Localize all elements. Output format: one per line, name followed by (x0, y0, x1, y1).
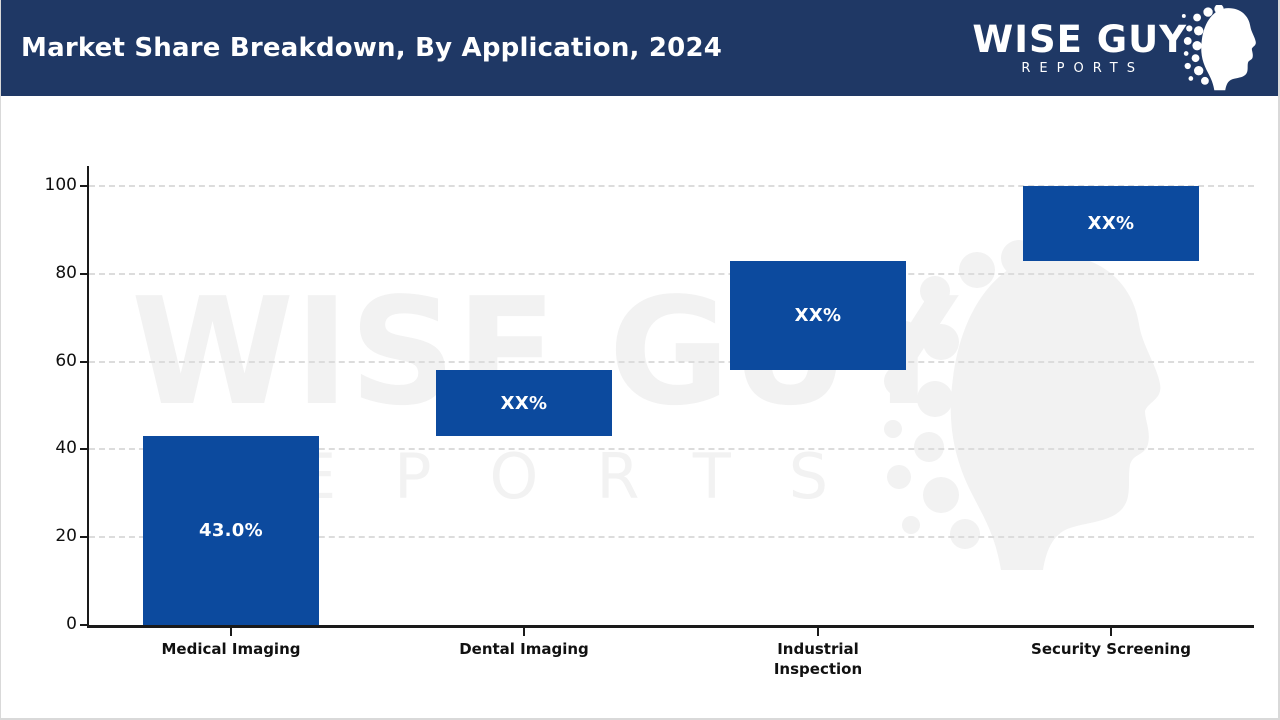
logo-wordmark-line1: WISE GUY (972, 18, 1187, 61)
header-bar: Market Share Breakdown, By Application, … (1, 0, 1278, 96)
x-tick-mark (817, 628, 819, 636)
gridline (89, 360, 1254, 363)
x-tick-label: Industrial Inspection (773, 640, 863, 679)
y-tick-mark (80, 448, 89, 451)
y-tick-mark (80, 185, 89, 187)
y-tick-label: 80 (55, 262, 77, 283)
bar: XX% (436, 370, 612, 437)
bar: XX% (730, 260, 906, 371)
bar-value-label: XX% (794, 305, 842, 326)
logo-wordmark-line2: REPORTS (1021, 61, 1144, 76)
bar: 43.0% (143, 436, 319, 625)
x-tick-label: Medical Imaging (161, 640, 301, 658)
gridline (89, 185, 1254, 187)
x-tick-mark (523, 628, 525, 636)
y-tick-label: 60 (55, 350, 77, 371)
y-tick-mark (80, 536, 89, 539)
logo-wordmark: WISE GUY REPORTS (972, 21, 1187, 75)
x-tick-mark (230, 628, 232, 636)
y-tick-mark (80, 360, 89, 363)
watermark-head-icon (876, 240, 1161, 570)
y-tick-label: 20 (55, 526, 77, 547)
x-axis (89, 625, 1254, 628)
y-axis (87, 166, 89, 628)
gridline (89, 448, 1254, 451)
page-title: Market Share Breakdown, By Application, … (21, 33, 723, 63)
gridline (89, 272, 1254, 275)
gridline (89, 536, 1254, 539)
bar: XX% (1023, 186, 1199, 261)
bar-value-label: 43.0% (199, 520, 263, 542)
y-tick-label: 0 (66, 614, 77, 634)
y-tick-label: 100 (44, 175, 77, 195)
y-tick-mark (80, 272, 89, 275)
x-tick-label: Security Screening (1031, 640, 1191, 658)
x-tick-mark (1110, 628, 1112, 636)
logo-head-icon (1181, 5, 1256, 91)
y-tick-mark (80, 624, 89, 626)
bar-value-label: XX% (1087, 212, 1135, 234)
x-tick-label: Dental Imaging (459, 640, 589, 658)
bar-value-label: XX% (500, 392, 548, 414)
y-tick-label: 40 (55, 438, 77, 459)
brand-logo: WISE GUY REPORTS (972, 5, 1261, 91)
